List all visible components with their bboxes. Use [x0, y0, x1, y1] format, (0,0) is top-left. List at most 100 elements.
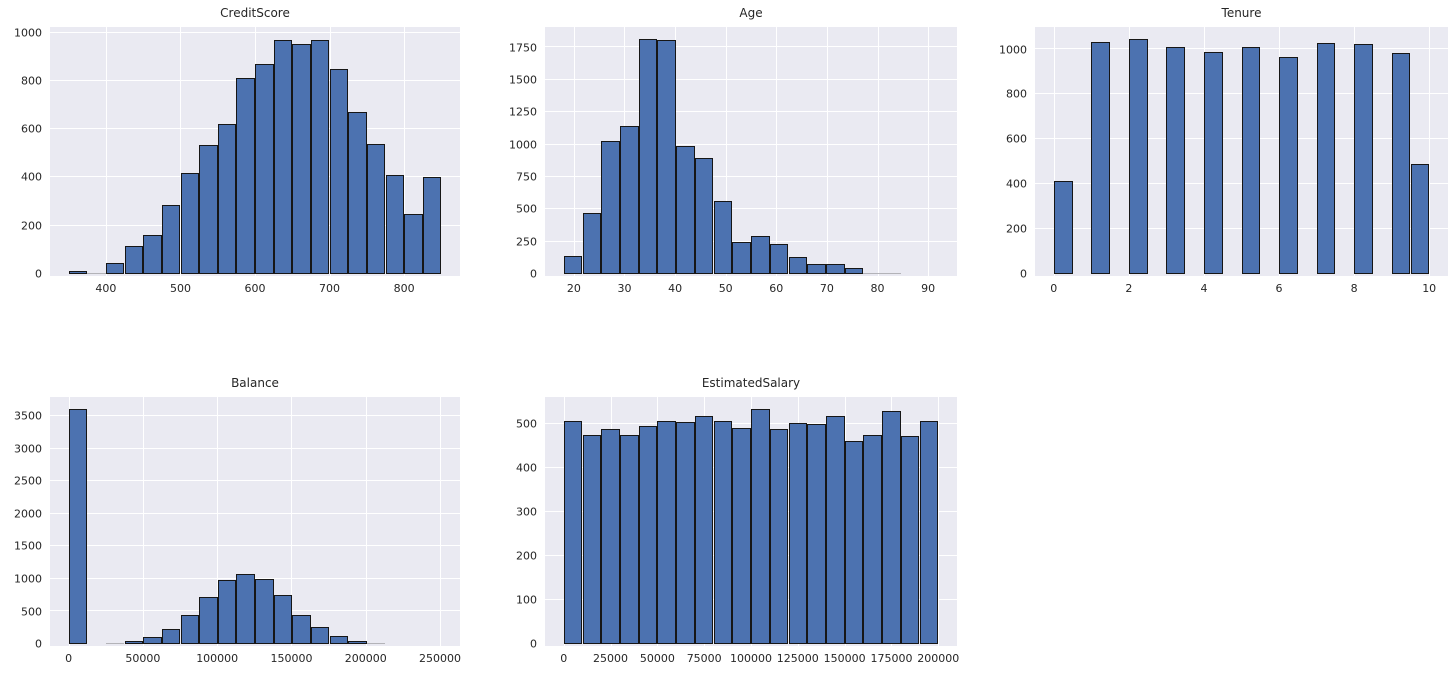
histogram-bar: [676, 146, 695, 274]
histogram-bar: [825, 264, 845, 274]
histogram-bar: [255, 579, 274, 644]
x-gridline: [826, 27, 828, 276]
x-tick-label: 800: [393, 282, 415, 295]
x-tick-label: 10: [1422, 282, 1437, 295]
histogram-bin-sliver: [105, 643, 125, 644]
histogram-bar: [638, 39, 658, 274]
x-tick-label: 2: [1125, 282, 1133, 295]
y-tick-label: 2500: [14, 474, 42, 488]
histogram-bar: [292, 615, 311, 644]
histogram-bar: [217, 124, 237, 274]
histogram-bar: [385, 175, 405, 274]
histogram-bar: [657, 40, 677, 274]
histogram-bar: [199, 145, 218, 274]
histogram-bar: [348, 641, 367, 644]
histogram-bar: [713, 201, 733, 274]
y-tick-label: 400: [1006, 177, 1027, 191]
histogram-bar: [844, 268, 864, 274]
histogram-bar: [713, 421, 733, 644]
y-tick-label: 500: [516, 417, 537, 431]
chart-title-tenure: Tenure: [1221, 5, 1262, 20]
y-tick-label: 0: [530, 267, 537, 281]
x-tick-label: 0: [560, 652, 568, 665]
x-tick-label: 60: [769, 282, 784, 295]
y-tick-label: 500: [21, 605, 42, 618]
y-tick-label: 1500: [14, 539, 42, 553]
y-tick-label: 250: [516, 235, 537, 249]
y-tick-label: 0: [1020, 267, 1027, 281]
histogram-bar: [1166, 47, 1186, 274]
y-gridline: [545, 175, 957, 177]
histogram-bar: [236, 574, 255, 644]
x-tick-label: 500: [170, 282, 191, 295]
x-gridline: [725, 27, 727, 276]
histogram-bar: [1279, 57, 1298, 274]
x-tick-label: 80: [870, 282, 885, 295]
x-tick-label: 4: [1200, 282, 1208, 295]
y-tick-label: 400: [516, 461, 537, 475]
histogram-bar: [638, 426, 658, 644]
y-gridline: [545, 46, 957, 48]
histogram-bar: [329, 636, 349, 644]
histogram-bin-sliver: [882, 273, 901, 274]
histogram-bar: [582, 213, 602, 274]
histogram-bar: [310, 40, 330, 274]
x-gridline: [404, 27, 406, 276]
x-tick-label: 175000: [870, 652, 913, 665]
histogram-bar: [161, 205, 181, 274]
histogram-bar: [1091, 42, 1111, 274]
x-tick-label: 8: [1350, 282, 1358, 295]
histogram-bar: [619, 126, 639, 274]
chart-title-balance: Balance: [231, 375, 279, 390]
histogram-bar: [863, 435, 883, 644]
y-tick-label: 200: [1006, 222, 1027, 236]
x-tick-label: 100000: [730, 652, 772, 665]
histogram-bin-sliver: [87, 273, 106, 274]
y-gridline: [545, 78, 957, 80]
subplot-tenure: Tenure 0 200 400 600 800 1000 0 2 4 6 8 10: [999, 6, 1448, 294]
y-tick-label: 0: [35, 637, 42, 651]
histogram-bar: [751, 409, 770, 644]
x-gridline: [440, 397, 442, 646]
x-tick-label: 50000: [639, 652, 675, 665]
y-tick-label: 1000: [14, 572, 42, 586]
plot-area-tenure: [1035, 27, 1448, 276]
y-gridline: [50, 447, 460, 449]
x-tick-label: 400: [95, 282, 117, 295]
histogram-bar: [310, 627, 330, 644]
x-gridline: [291, 397, 293, 646]
subplot-creditscore: CreditScore 0 200 400 600 800 1000 400 500 600 70…: [14, 6, 460, 294]
x-gridline: [180, 27, 182, 276]
histogram-bar: [900, 436, 920, 644]
y-gridline: [50, 415, 460, 417]
histogram-bar: [329, 69, 349, 274]
histogram-bar: [180, 173, 200, 274]
y-tick-label: 3500: [14, 409, 42, 423]
x-tick-label: 600: [244, 282, 266, 295]
y-tick-label: 0: [530, 637, 537, 651]
y-tick-label: 1500: [509, 73, 537, 87]
plot-area-creditscore: [50, 27, 460, 276]
x-tick-label: 20: [566, 282, 581, 295]
y-tick-label: 1750: [509, 41, 537, 54]
y-tick-label: 800: [1006, 87, 1027, 101]
histogram-bar: [105, 263, 125, 274]
histogram-bar: [199, 597, 218, 644]
x-tick-label: 0: [65, 652, 73, 665]
histogram-bar: [1204, 52, 1223, 274]
histogram-bar: [601, 429, 620, 644]
x-gridline: [928, 27, 930, 276]
histogram-bar: [236, 78, 255, 274]
histogram-bar: [292, 44, 311, 274]
x-tick-label: 250000: [419, 652, 461, 665]
histogram-bar: [217, 580, 237, 644]
x-tick-label: 6: [1275, 282, 1283, 295]
x-tick-label: 150000: [823, 652, 866, 665]
histogram-bar: [273, 595, 293, 644]
y-tick-label: 500: [516, 202, 537, 216]
y-gridline: [50, 512, 460, 514]
y-tick-label: 600: [1006, 132, 1027, 146]
y-tick-label: 800: [21, 74, 42, 88]
histogram-bar: [1128, 39, 1148, 274]
histogram-bar: [143, 637, 162, 644]
